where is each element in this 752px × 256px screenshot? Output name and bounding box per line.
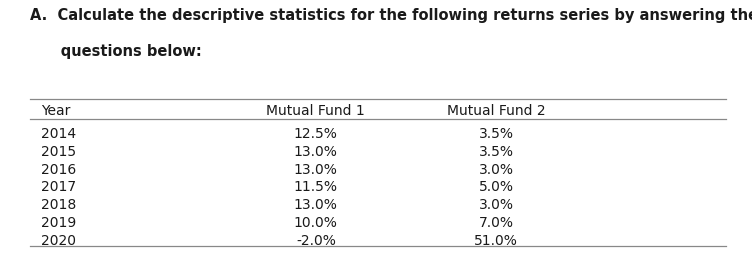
- Text: 2015: 2015: [41, 145, 77, 159]
- Text: 2020: 2020: [41, 234, 77, 248]
- Text: 12.5%: 12.5%: [294, 127, 338, 141]
- Text: 3.5%: 3.5%: [479, 127, 514, 141]
- Text: 2014: 2014: [41, 127, 77, 141]
- Text: 13.0%: 13.0%: [294, 198, 338, 212]
- Text: 2018: 2018: [41, 198, 77, 212]
- Text: 51.0%: 51.0%: [475, 234, 518, 248]
- Text: 2017: 2017: [41, 180, 77, 195]
- Text: 3.0%: 3.0%: [479, 198, 514, 212]
- Text: 3.0%: 3.0%: [479, 163, 514, 177]
- Text: 10.0%: 10.0%: [294, 216, 338, 230]
- Text: 2016: 2016: [41, 163, 77, 177]
- Text: 13.0%: 13.0%: [294, 163, 338, 177]
- Text: 5.0%: 5.0%: [479, 180, 514, 195]
- Text: Mutual Fund 1: Mutual Fund 1: [266, 104, 365, 118]
- Text: 7.0%: 7.0%: [479, 216, 514, 230]
- Text: Mutual Fund 2: Mutual Fund 2: [447, 104, 546, 118]
- Text: A.  Calculate the descriptive statistics for the following returns series by ans: A. Calculate the descriptive statistics …: [30, 8, 752, 23]
- Text: 11.5%: 11.5%: [294, 180, 338, 195]
- Text: -2.0%: -2.0%: [296, 234, 336, 248]
- Text: questions below:: questions below:: [30, 44, 202, 59]
- Text: 2019: 2019: [41, 216, 77, 230]
- Text: 3.5%: 3.5%: [479, 145, 514, 159]
- Text: 13.0%: 13.0%: [294, 145, 338, 159]
- Text: Year: Year: [41, 104, 71, 118]
